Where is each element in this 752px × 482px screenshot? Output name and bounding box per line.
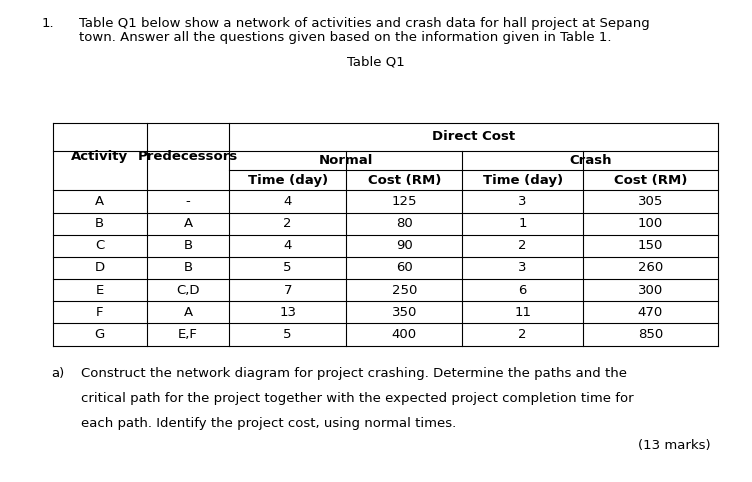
Text: Cost (RM): Cost (RM) bbox=[614, 174, 687, 187]
Text: 125: 125 bbox=[392, 195, 417, 208]
Text: 4: 4 bbox=[284, 240, 292, 252]
Text: 2: 2 bbox=[518, 240, 527, 252]
Text: B: B bbox=[183, 262, 193, 274]
Text: B: B bbox=[95, 217, 105, 230]
Text: Crash: Crash bbox=[569, 154, 611, 167]
Text: 350: 350 bbox=[392, 306, 417, 319]
Text: 11: 11 bbox=[514, 306, 531, 319]
Text: each path. Identify the project cost, using normal times.: each path. Identify the project cost, us… bbox=[81, 417, 456, 430]
Text: (13 marks): (13 marks) bbox=[638, 439, 711, 452]
Text: 1: 1 bbox=[518, 217, 527, 230]
Text: Time (day): Time (day) bbox=[247, 174, 328, 187]
Text: Construct the network diagram for project crashing. Determine the paths and the: Construct the network diagram for projec… bbox=[81, 367, 627, 380]
Text: 250: 250 bbox=[392, 284, 417, 296]
Text: Time (day): Time (day) bbox=[483, 174, 562, 187]
Text: B: B bbox=[183, 240, 193, 252]
Text: -: - bbox=[186, 195, 190, 208]
Text: 3: 3 bbox=[518, 262, 527, 274]
Text: 6: 6 bbox=[518, 284, 527, 296]
Text: Normal: Normal bbox=[319, 154, 373, 167]
Text: 80: 80 bbox=[396, 217, 413, 230]
Text: C,D: C,D bbox=[176, 284, 200, 296]
Text: a): a) bbox=[51, 367, 65, 380]
Text: A: A bbox=[183, 217, 193, 230]
Text: E: E bbox=[96, 284, 104, 296]
Text: 260: 260 bbox=[638, 262, 663, 274]
Text: Table Q1: Table Q1 bbox=[347, 55, 405, 68]
Text: 2: 2 bbox=[518, 328, 527, 341]
Text: A: A bbox=[183, 306, 193, 319]
Text: Table Q1 below show a network of activities and crash data for hall project at S: Table Q1 below show a network of activit… bbox=[79, 17, 650, 30]
Text: 400: 400 bbox=[392, 328, 417, 341]
Text: 100: 100 bbox=[638, 217, 663, 230]
Text: 3: 3 bbox=[518, 195, 527, 208]
Text: 13: 13 bbox=[279, 306, 296, 319]
Text: 150: 150 bbox=[638, 240, 663, 252]
Text: 5: 5 bbox=[284, 262, 292, 274]
Text: 305: 305 bbox=[638, 195, 663, 208]
Text: 850: 850 bbox=[638, 328, 663, 341]
Text: Direct Cost: Direct Cost bbox=[432, 131, 515, 143]
Text: 5: 5 bbox=[284, 328, 292, 341]
Text: Cost (RM): Cost (RM) bbox=[368, 174, 441, 187]
Text: E,F: E,F bbox=[178, 328, 198, 341]
Text: F: F bbox=[96, 306, 103, 319]
Text: 7: 7 bbox=[284, 284, 292, 296]
Text: A: A bbox=[95, 195, 105, 208]
Text: 1.: 1. bbox=[41, 17, 54, 30]
Text: town. Answer all the questions given based on the information given in Table 1.: town. Answer all the questions given bas… bbox=[79, 31, 611, 44]
Text: 300: 300 bbox=[638, 284, 663, 296]
Text: 4: 4 bbox=[284, 195, 292, 208]
Text: 90: 90 bbox=[396, 240, 413, 252]
Text: D: D bbox=[95, 262, 105, 274]
Text: critical path for the project together with the expected project completion time: critical path for the project together w… bbox=[81, 392, 634, 405]
Text: G: G bbox=[95, 328, 105, 341]
Text: 60: 60 bbox=[396, 262, 413, 274]
Text: 470: 470 bbox=[638, 306, 663, 319]
Text: Activity: Activity bbox=[71, 150, 128, 163]
Text: Predecessors: Predecessors bbox=[138, 150, 238, 163]
Text: 2: 2 bbox=[284, 217, 292, 230]
Text: C: C bbox=[95, 240, 105, 252]
